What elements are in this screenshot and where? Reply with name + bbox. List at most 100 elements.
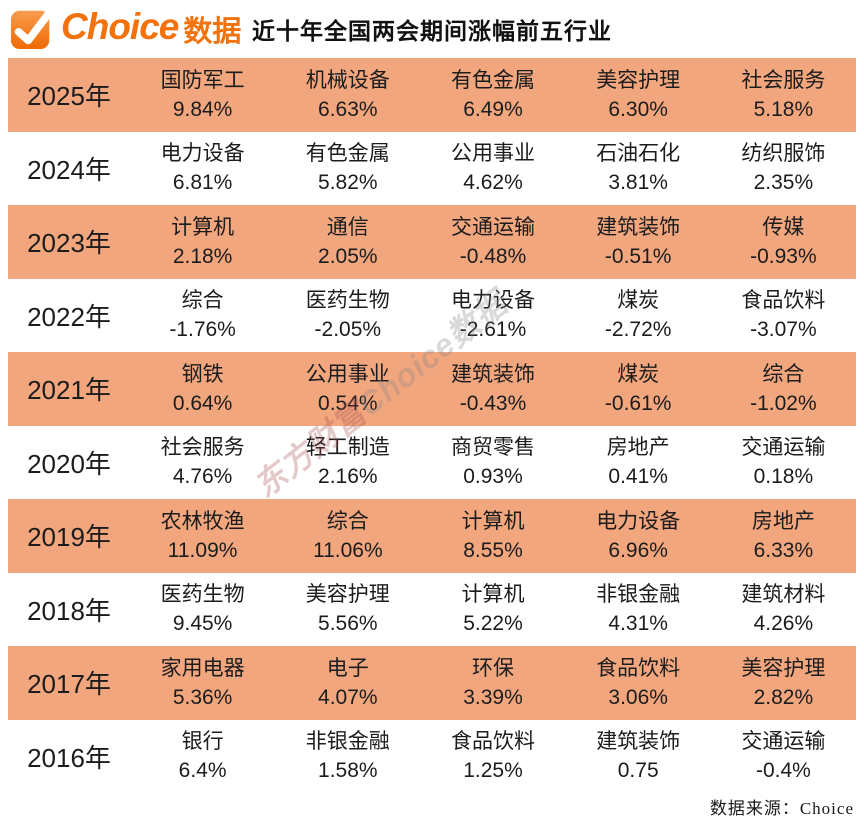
industry-cell: 有色金属 5.82% xyxy=(275,132,420,206)
industry-cell: 煤炭 -2.72% xyxy=(566,279,711,353)
industry-name: 电子 xyxy=(326,656,369,680)
industry-cell: 房地产 0.41% xyxy=(566,426,711,500)
industry-change: 9.84% xyxy=(172,97,233,121)
industry-change: 1.58% xyxy=(318,759,378,783)
industry-name: 房地产 xyxy=(751,509,815,533)
year-label: 2023年 xyxy=(27,228,111,259)
industry-cell: 电力设备 6.96% xyxy=(566,499,711,573)
industry-name: 商贸零售 xyxy=(450,436,535,460)
page-title: 近十年全国两会期间涨幅前五行业 xyxy=(252,18,612,44)
table-row: 2024年 电力设备 6.81% 有色金属 5.82% 公用事业 4.62% 石油石化 3.81… xyxy=(8,132,856,206)
industry-name: 电力设备 xyxy=(160,142,245,166)
industry-cell: 非银金融 4.31% xyxy=(566,573,711,647)
industry-cell: 电力设备 6.81% xyxy=(130,132,275,206)
industry-name: 交通运输 xyxy=(741,730,826,754)
industry-name: 石油石化 xyxy=(596,142,681,166)
industry-change: 6.30% xyxy=(608,97,668,121)
industry-cell: 传媒 -0.93% xyxy=(711,205,856,279)
industry-cell: 食品饮料 3.06% xyxy=(566,646,711,720)
industry-change: 5.18% xyxy=(753,97,814,121)
industry-cell: 医药生物 -2.05% xyxy=(275,279,420,353)
industry-change: 0.75 xyxy=(617,759,659,783)
industry-change: -3.07% xyxy=(750,318,817,342)
industry-change: 2.05% xyxy=(318,244,378,268)
industry-change: 0.64% xyxy=(172,391,233,415)
industry-change: -2.61% xyxy=(459,318,527,342)
industry-change: 11.06% xyxy=(312,538,383,562)
industry-name: 电力设备 xyxy=(596,509,681,533)
industry-name: 传媒 xyxy=(762,215,805,239)
industry-cell: 房地产 6.33% xyxy=(711,499,856,573)
industry-change: 11.09% xyxy=(167,538,238,562)
year-label: 2017年 xyxy=(27,669,111,700)
industry-name: 综合 xyxy=(326,509,369,533)
industry-change: -2.05% xyxy=(314,318,382,342)
industry-cell: 煤炭 -0.61% xyxy=(566,352,711,426)
industry-cell: 综合 11.06% xyxy=(275,499,420,573)
industry-name: 机械设备 xyxy=(305,68,390,92)
industry-cell: 银行 6.4% xyxy=(130,720,275,794)
industry-cell: 计算机 8.55% xyxy=(420,499,565,573)
industry-change: 9.45% xyxy=(172,612,233,636)
industry-cell: 环保 3.39% xyxy=(420,646,565,720)
industry-name: 公用事业 xyxy=(450,142,535,166)
industry-cell: 计算机 5.22% xyxy=(420,573,565,647)
industry-cell: 电子 4.07% xyxy=(275,646,420,720)
header: Choice 数据 近十年全国两会期间涨幅前五行业 xyxy=(0,0,864,58)
industry-cell: 商贸零售 0.93% xyxy=(420,426,565,500)
industry-change: 2.35% xyxy=(753,171,814,195)
industry-cell: 通信 2.05% xyxy=(275,205,420,279)
industry-cell: 公用事业 0.54% xyxy=(275,352,420,426)
industry-name: 煤炭 xyxy=(617,362,660,386)
industry-name: 食品饮料 xyxy=(741,289,826,313)
industry-name: 交通运输 xyxy=(741,436,826,460)
industry-change: 0.18% xyxy=(753,465,814,489)
table-row: 2020年 社会服务 4.76% 轻工制造 2.16% 商贸零售 0.93% 房地产 0.41%… xyxy=(8,426,856,500)
industry-name: 食品饮料 xyxy=(596,656,681,680)
choice-logo: Choice 数据 xyxy=(10,3,241,51)
year-label: 2024年 xyxy=(27,154,111,185)
industry-change: 0.41% xyxy=(608,465,668,489)
industry-name: 有色金属 xyxy=(450,68,535,92)
year-label: 2022年 xyxy=(27,301,111,332)
data-source: 数据来源：Choice xyxy=(709,799,854,818)
industry-cell: 美容护理 5.56% xyxy=(275,573,420,647)
table-row: 2019年 农林牧渔 11.09% 综合 11.06% 计算机 8.55% 电力设备 6.96%… xyxy=(8,499,856,573)
industry-cell: 计算机 2.18% xyxy=(130,205,275,279)
industry-change: 3.81% xyxy=(608,171,668,195)
industry-change: 5.22% xyxy=(463,612,523,636)
industry-name: 建筑装饰 xyxy=(450,362,535,386)
industry-name: 交通运输 xyxy=(450,215,535,239)
industry-name: 国防军工 xyxy=(160,68,245,92)
industry-cell: 综合 -1.02% xyxy=(711,352,856,426)
year-label: 2019年 xyxy=(27,522,111,553)
industry-name: 美容护理 xyxy=(741,656,826,680)
industry-cell: 公用事业 4.62% xyxy=(420,132,565,206)
industry-cell: 建筑材料 4.26% xyxy=(711,573,856,647)
table-row: 2018年 医药生物 9.45% 美容护理 5.56% 计算机 5.22% 非银金融 4.31%… xyxy=(8,573,856,647)
industry-cell: 医药生物 9.45% xyxy=(130,573,275,647)
industry-cell: 食品饮料 1.25% xyxy=(420,720,565,794)
industry-cell: 美容护理 6.30% xyxy=(566,58,711,132)
industry-change: 6.49% xyxy=(463,97,523,121)
table-row: 2022年 综合 -1.76% 医药生物 -2.05% 电力设备 -2.61% 煤炭 -2.72… xyxy=(8,279,856,353)
check-icon xyxy=(10,3,57,51)
industry-cell: 交通运输 -0.48% xyxy=(420,205,565,279)
industry-change: 2.18% xyxy=(172,244,233,268)
industry-name: 环保 xyxy=(471,656,514,680)
industry-change: 6.33% xyxy=(753,538,814,562)
industry-change: 5.56% xyxy=(318,612,378,636)
industry-cell: 家用电器 5.36% xyxy=(130,646,275,720)
industry-change: -0.48% xyxy=(459,244,527,268)
industry-name: 美容护理 xyxy=(305,583,390,607)
industry-name: 建筑装饰 xyxy=(596,215,681,239)
industry-cell: 社会服务 4.76% xyxy=(130,426,275,500)
industry-name: 综合 xyxy=(762,362,805,386)
industry-name: 计算机 xyxy=(461,583,525,607)
industry-name: 公用事业 xyxy=(305,362,390,386)
table-row: 2023年 计算机 2.18% 通信 2.05% 交通运输 -0.48% 建筑装饰 -0.51%… xyxy=(8,205,856,279)
year-label: 2025年 xyxy=(27,81,111,112)
industry-name: 轻工制造 xyxy=(305,436,390,460)
industry-name: 电力设备 xyxy=(450,289,535,313)
